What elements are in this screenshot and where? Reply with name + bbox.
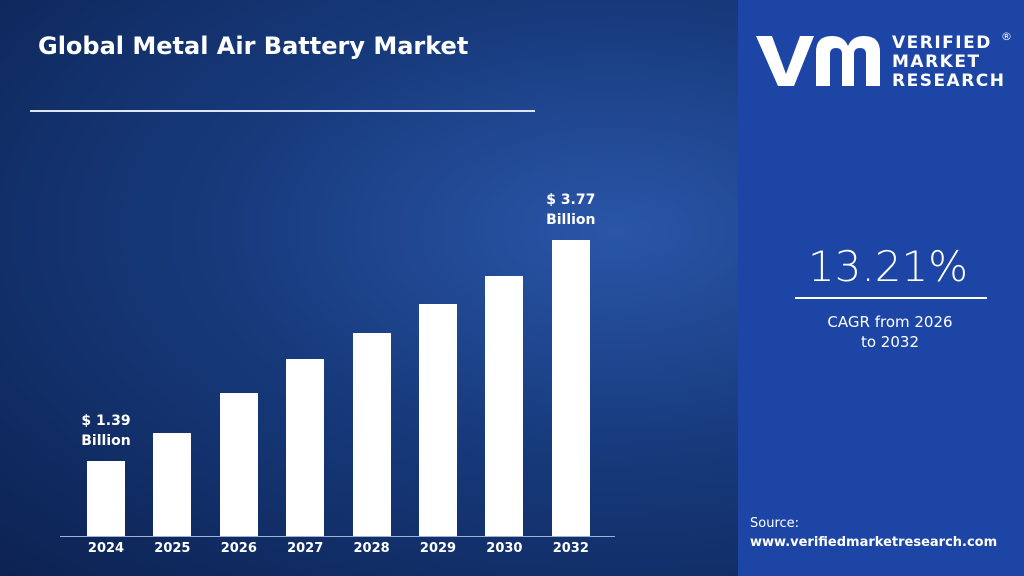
source-url: www.verifiedmarketresearch.com xyxy=(750,535,998,550)
bar xyxy=(153,432,192,536)
value-label: $ 3.77 Billion xyxy=(546,191,596,228)
bar xyxy=(551,239,590,536)
x-tick-label: 2032 xyxy=(552,541,589,556)
baseline xyxy=(60,536,615,537)
source-label: Source: xyxy=(750,516,800,531)
chart-title: Global Metal Air Battery Market xyxy=(38,32,469,60)
brand-line: MARKET xyxy=(892,52,981,72)
x-tick-label: 2029 xyxy=(419,541,457,556)
x-tick-label: 2026 xyxy=(220,541,257,556)
bar xyxy=(87,460,125,536)
value-label: $ 1.39 Billion xyxy=(81,412,131,449)
x-tick-label: 2027 xyxy=(287,541,324,556)
logo-mark xyxy=(756,36,880,86)
brand-line: RESEARCH xyxy=(892,71,1006,91)
cagr-rule xyxy=(795,297,987,299)
registered-mark: ® xyxy=(1001,30,1012,43)
side-panel xyxy=(738,0,1024,576)
bar xyxy=(352,333,391,536)
cagr-value: 13.21% xyxy=(807,242,969,291)
bar xyxy=(485,275,524,536)
bar xyxy=(286,359,325,536)
brand-line: VERIFIED xyxy=(892,33,992,53)
cagr-label: CAGR from 2026 to 2032 xyxy=(827,313,953,351)
x-tick-label: 2025 xyxy=(154,541,191,556)
title-rule xyxy=(30,110,535,112)
bar xyxy=(419,303,457,536)
x-tick-label: 2030 xyxy=(486,541,523,556)
x-tick-label: 2028 xyxy=(353,541,390,556)
bar xyxy=(219,392,258,536)
x-tick-label: 2024 xyxy=(87,541,125,556)
